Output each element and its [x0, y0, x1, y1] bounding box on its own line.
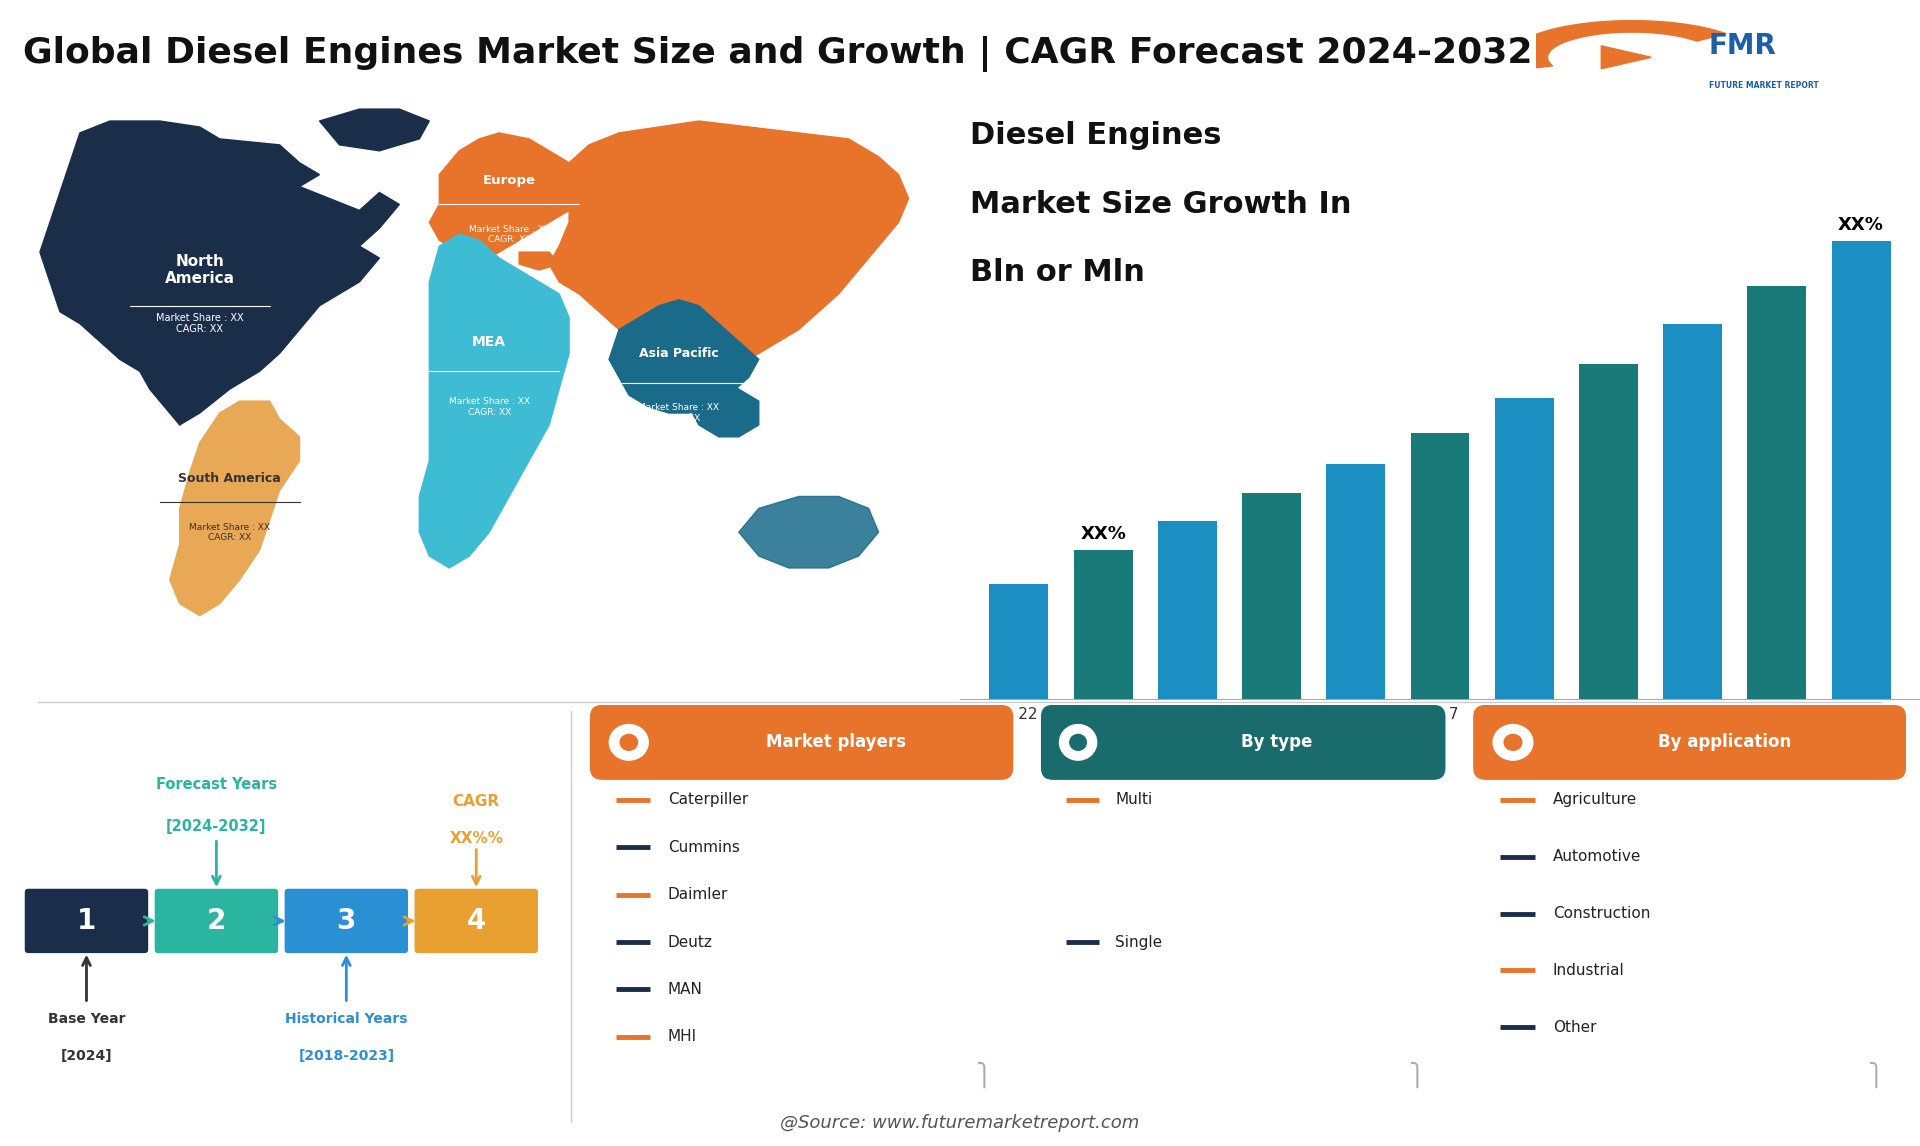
FancyBboxPatch shape: [1041, 705, 1446, 780]
Polygon shape: [739, 496, 879, 568]
Text: Market Share : XX
CAGR: XX: Market Share : XX CAGR: XX: [449, 398, 530, 417]
Text: [2024]: [2024]: [61, 1049, 111, 1062]
Circle shape: [1060, 724, 1096, 760]
Circle shape: [620, 735, 637, 751]
Text: MAN: MAN: [668, 982, 703, 997]
FancyBboxPatch shape: [1033, 701, 1453, 1104]
Circle shape: [1503, 735, 1523, 751]
Text: FUTURE MARKET REPORT: FUTURE MARKET REPORT: [1709, 81, 1818, 91]
Bar: [989, 584, 1048, 699]
Text: 3: 3: [336, 906, 355, 935]
Text: Forecast Years: Forecast Years: [156, 777, 276, 792]
Text: Construction: Construction: [1553, 906, 1649, 921]
Text: Cummins: Cummins: [668, 840, 739, 855]
Bar: [1832, 241, 1891, 699]
Text: ⎫: ⎫: [975, 1062, 993, 1089]
Bar: [1578, 364, 1638, 699]
Bar: [1411, 432, 1469, 699]
Circle shape: [1494, 724, 1532, 760]
Text: [2018-2023]: [2018-2023]: [298, 1049, 394, 1062]
Text: FMR: FMR: [1709, 32, 1776, 60]
Polygon shape: [430, 133, 599, 264]
Polygon shape: [40, 121, 399, 425]
Text: ⎫: ⎫: [1407, 1062, 1425, 1089]
Text: MEA: MEA: [472, 335, 507, 348]
Bar: [1327, 464, 1384, 699]
Bar: [1496, 398, 1553, 699]
Text: Asia Pacific: Asia Pacific: [639, 347, 718, 360]
Text: [2024-2032]: [2024-2032]: [167, 818, 267, 833]
Text: Automotive: Automotive: [1553, 849, 1642, 864]
Text: Diesel Engines: Diesel Engines: [970, 121, 1221, 150]
Text: Bln or Mln: Bln or Mln: [970, 258, 1144, 288]
Text: @Source: www.futuremarketreport.com: @Source: www.futuremarketreport.com: [780, 1114, 1140, 1132]
Text: Market Share : XX
CAGR: XX: Market Share : XX CAGR: XX: [468, 225, 549, 244]
Polygon shape: [549, 121, 908, 371]
Text: 2: 2: [207, 906, 227, 935]
Polygon shape: [518, 252, 559, 270]
Bar: [1663, 323, 1722, 699]
FancyBboxPatch shape: [1473, 705, 1907, 780]
Polygon shape: [419, 234, 568, 568]
Text: Other: Other: [1553, 1020, 1596, 1035]
Polygon shape: [1509, 21, 1726, 70]
Polygon shape: [319, 109, 430, 151]
Text: By application: By application: [1659, 733, 1791, 752]
Text: 4: 4: [467, 906, 486, 935]
Text: 1: 1: [77, 906, 96, 935]
Text: Historical Years: Historical Years: [284, 1012, 407, 1026]
Polygon shape: [689, 377, 758, 437]
Text: MHI: MHI: [668, 1029, 697, 1044]
Text: Market Share : XX
CAGR: XX: Market Share : XX CAGR: XX: [156, 313, 244, 335]
Text: Market Size Growth In: Market Size Growth In: [970, 189, 1352, 219]
FancyBboxPatch shape: [415, 889, 538, 953]
Text: XX%: XX%: [1837, 215, 1884, 234]
Text: Caterpiller: Caterpiller: [668, 792, 749, 807]
Bar: [1073, 550, 1133, 699]
Polygon shape: [609, 300, 758, 413]
Bar: [1242, 493, 1302, 699]
Text: North
America: North America: [165, 253, 234, 286]
Circle shape: [1069, 735, 1087, 751]
Text: Market players: Market players: [766, 733, 906, 752]
Text: Europe: Europe: [482, 174, 536, 187]
Text: Daimler: Daimler: [668, 887, 728, 902]
Text: South America: South America: [179, 472, 280, 485]
Polygon shape: [169, 401, 300, 615]
Text: XX%: XX%: [1081, 525, 1127, 543]
Text: Market Share : XX
CAGR: XX: Market Share : XX CAGR: XX: [190, 523, 271, 542]
Text: ⎫: ⎫: [1866, 1062, 1884, 1089]
FancyBboxPatch shape: [1465, 701, 1914, 1104]
Circle shape: [609, 724, 649, 760]
Text: Deutz: Deutz: [668, 934, 712, 950]
Text: Base Year: Base Year: [48, 1012, 125, 1026]
FancyBboxPatch shape: [25, 889, 148, 953]
Polygon shape: [1601, 46, 1651, 69]
Text: Multi: Multi: [1116, 792, 1152, 807]
Text: Industrial: Industrial: [1553, 963, 1624, 978]
Text: XX%%: XX%%: [449, 831, 503, 846]
Text: Market Share : XX
CAGR: XX: Market Share : XX CAGR: XX: [639, 403, 720, 423]
Text: CAGR: CAGR: [453, 794, 499, 809]
Bar: [1158, 521, 1217, 699]
FancyBboxPatch shape: [582, 701, 1021, 1104]
Text: Agriculture: Agriculture: [1553, 792, 1638, 807]
Text: Global Diesel Engines Market Size and Growth | CAGR Forecast 2024-2032: Global Diesel Engines Market Size and Gr…: [23, 36, 1532, 71]
Text: By type: By type: [1240, 733, 1311, 752]
FancyBboxPatch shape: [589, 705, 1014, 780]
FancyBboxPatch shape: [284, 889, 409, 953]
FancyBboxPatch shape: [156, 889, 278, 953]
Text: Single: Single: [1116, 934, 1162, 950]
Bar: [1747, 286, 1807, 699]
